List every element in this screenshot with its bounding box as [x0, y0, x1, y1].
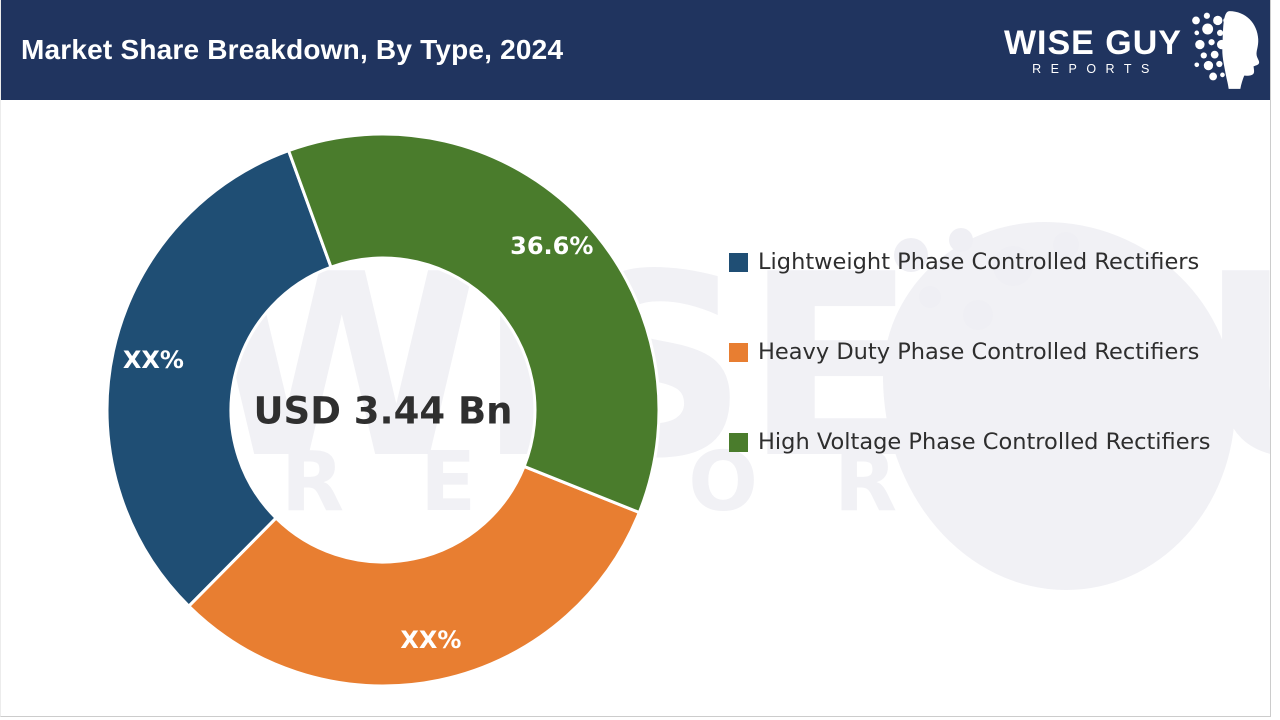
donut-segment-1	[187, 464, 641, 688]
slice-label-high-voltage: 36.6%	[510, 232, 594, 261]
legend-label: High Voltage Phase Controlled Rectifiers	[758, 429, 1211, 455]
logo-wordmark: WISE GUY	[1003, 23, 1182, 62]
legend-item-high-voltage: High Voltage Phase Controlled Rectifiers	[729, 427, 1211, 457]
slice-label-heavy-duty: XX%	[400, 626, 462, 655]
logo-face-icon	[1192, 11, 1260, 89]
chart-center-value: USD 3.44 Bn	[253, 389, 513, 433]
watermark-dot	[993, 246, 1033, 286]
watermark-dot	[919, 286, 941, 308]
watermark-dot	[963, 300, 993, 330]
watermark-dot	[1053, 232, 1079, 258]
logo-subtitle: REPORTS	[1032, 61, 1159, 76]
logo-text: WISE GUY REPORTS	[1004, 25, 1182, 76]
legend-label: Lightweight Phase Controlled Rectifiers	[758, 249, 1200, 275]
legend-label: Heavy Duty Phase Controlled Rectifiers	[758, 339, 1200, 365]
page-title: Market Share Breakdown, By Type, 2024	[21, 34, 564, 65]
donut-chart: XX% XX% 36.6% USD 3.44 Bn	[103, 130, 663, 690]
brand-logo: WISE GUY REPORTS	[1004, 7, 1264, 93]
watermark-dot	[894, 238, 928, 272]
legend-swatch-blue	[729, 252, 748, 272]
donut-rings	[105, 132, 661, 688]
slice-label-lightweight: XX%	[122, 345, 184, 374]
watermark-dot	[949, 228, 973, 252]
legend-swatch-green	[729, 432, 748, 452]
watermark-head-shape	[883, 222, 1235, 590]
chart-legend: Lightweight Phase Controlled Rectifiers …	[729, 247, 1211, 517]
legend-swatch-orange	[729, 342, 748, 362]
header: Market Share Breakdown, By Type, 2024 WI…	[1, 0, 1270, 100]
donut-segment-2	[287, 132, 661, 514]
legend-item-heavy-duty: Heavy Duty Phase Controlled Rectifiers	[729, 337, 1211, 367]
legend-item-lightweight: Lightweight Phase Controlled Rectifiers	[729, 247, 1211, 277]
donut-segment-0	[105, 149, 333, 608]
